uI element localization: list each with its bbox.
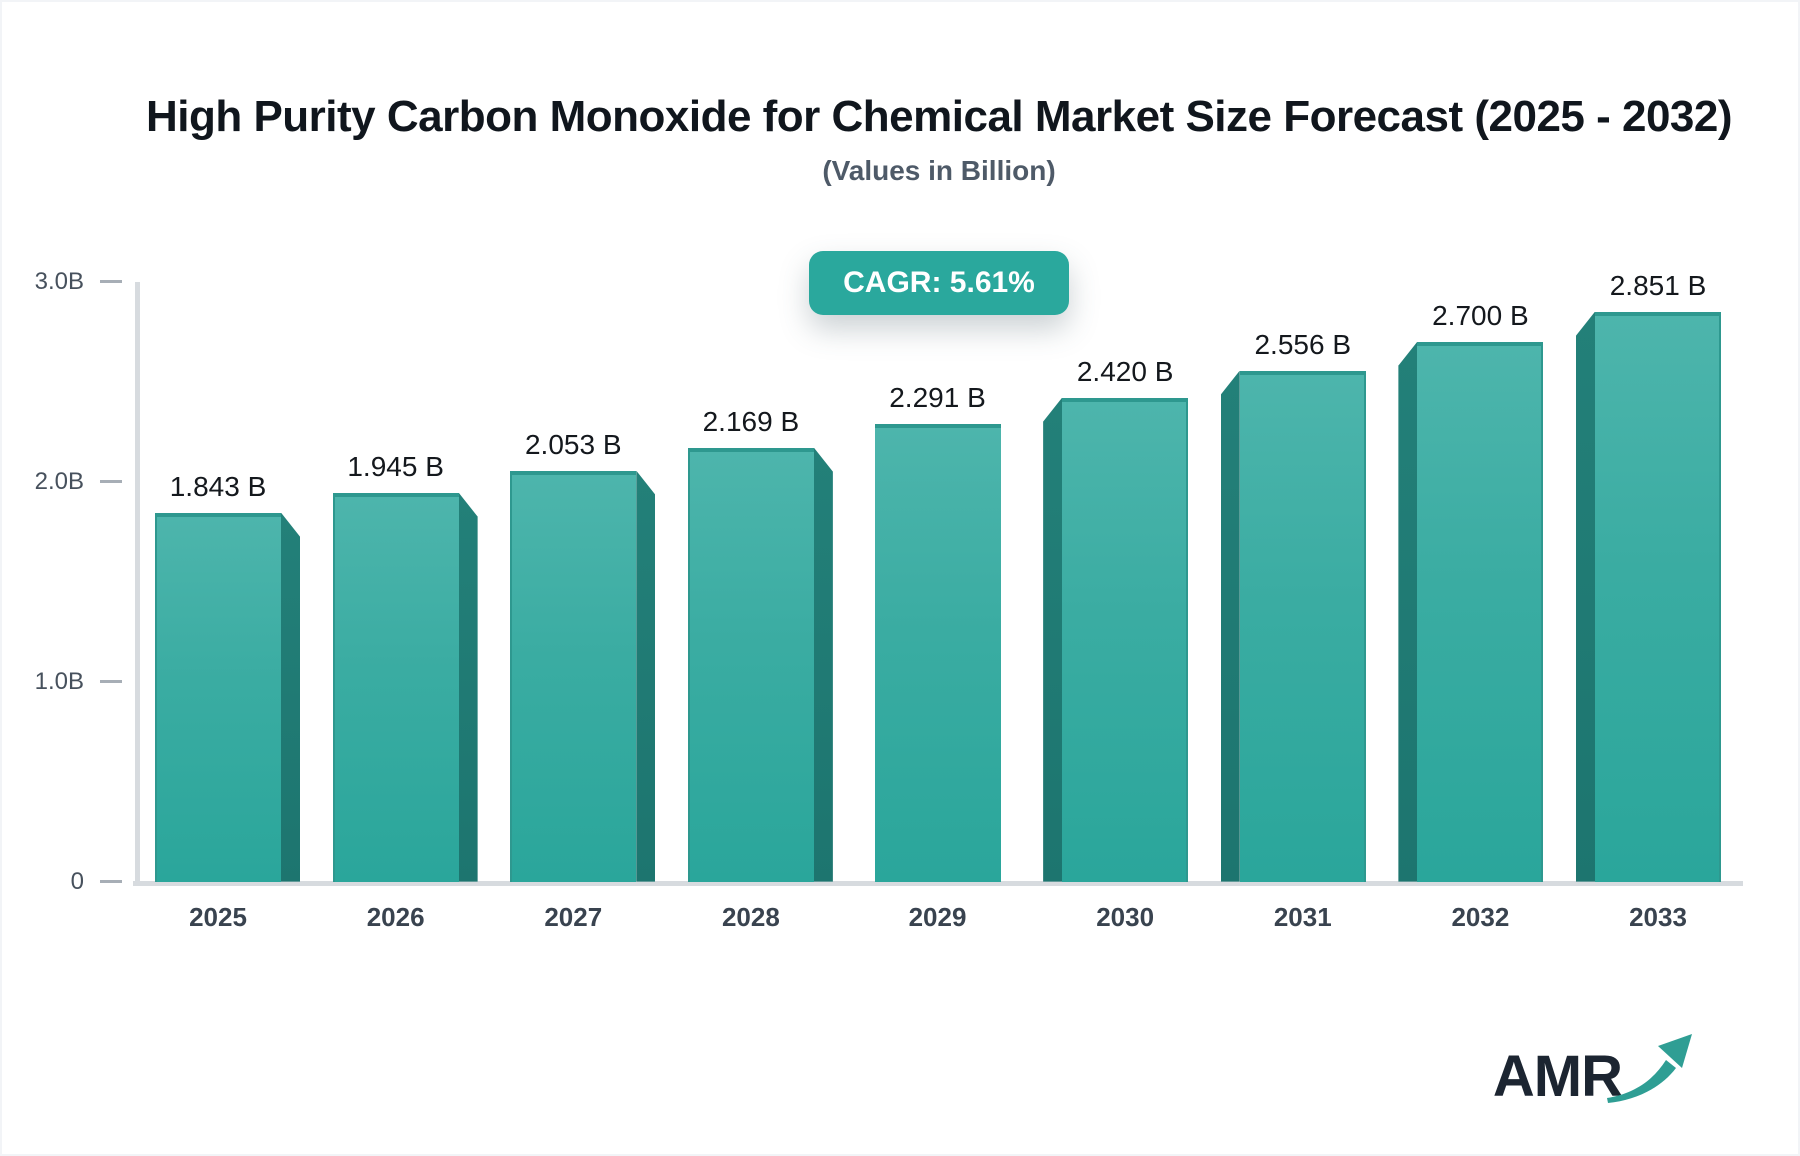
y-axis-line	[135, 281, 140, 884]
y-axis-tick-mark	[100, 880, 122, 884]
chart-subtitle: (Values in Billion)	[822, 154, 1056, 186]
bar-value-label: 2.556 B	[1254, 328, 1352, 360]
bar-group: 1.843 B 2025	[155, 471, 300, 932]
bar-3d-side	[813, 447, 833, 882]
bar-group: 1.945 B 2026	[332, 451, 478, 932]
bar	[687, 447, 814, 882]
y-axis-tick-mark	[100, 480, 122, 484]
x-axis-label: 2028	[721, 901, 780, 932]
bar-chart-plot: 3.0B 2.0B 1.0B 0 1.843 B 2025 1.945 B 2026 2.05…	[35, 269, 1743, 932]
bar-value-label: 1.945 B	[347, 450, 444, 482]
bar	[1062, 397, 1189, 882]
x-axis-label: 2029	[908, 901, 967, 932]
bars-container: 1.843 B 2025 1.945 B 2026 2.053 B 2027 2.169 B…	[140, 270, 1743, 932]
amr-logo-text: AMR	[1492, 1044, 1623, 1109]
x-axis-label: 2032	[1451, 901, 1510, 932]
x-axis-label: 2033	[1629, 901, 1687, 932]
x-axis-label: 2027	[544, 901, 603, 932]
bar	[332, 492, 459, 882]
bar-value-label: 1.843 B	[169, 470, 267, 502]
bar-3d-side	[1576, 311, 1595, 882]
cagr-badge-row: CAGR: 5.61%	[135, 250, 1743, 315]
x-axis-label: 2031	[1273, 901, 1332, 932]
bar-3d-side	[458, 492, 478, 882]
bar-group: 2.556 B 2031	[1220, 329, 1366, 932]
bar-group: 2.053 B 2027	[510, 429, 656, 932]
bar-group: 2.420 B 2030	[1043, 356, 1189, 932]
bar-3d-side	[281, 512, 300, 882]
bar-group: 2.700 B 2032	[1398, 300, 1544, 932]
bar-group: 2.851 B 2033	[1576, 270, 1721, 932]
bar-value-label: 2.291 B	[889, 381, 986, 413]
y-axis-tick-label: 1.0B	[34, 667, 84, 695]
x-axis-label: 2030	[1096, 901, 1155, 932]
x-axis-label: 2026	[366, 901, 425, 932]
growth-arrow-icon	[1607, 1034, 1692, 1103]
chart-header: High Purity Carbon Monoxide for Chemical…	[135, 2, 1743, 187]
bar	[1595, 311, 1721, 882]
bar-3d-side	[1043, 397, 1063, 882]
amr-logo: AMR	[1493, 1032, 1694, 1106]
y-axis-tick-mark	[100, 280, 122, 284]
y-axis-tick-label: 0	[70, 867, 84, 895]
bar	[155, 512, 281, 882]
bar	[875, 423, 1001, 882]
y-axis-tick-label: 3.0B	[34, 267, 84, 295]
x-axis-label: 2025	[189, 901, 247, 932]
bar-value-label: 2.851 B	[1609, 269, 1707, 301]
y-axis-tick-label: 2.0B	[34, 467, 84, 495]
bar	[510, 470, 637, 882]
bar-value-label: 2.169 B	[702, 405, 800, 437]
x-axis-line	[133, 880, 1743, 886]
chart-title: High Purity Carbon Monoxide for Chemical…	[145, 92, 1733, 141]
bar	[1417, 341, 1544, 882]
bar-value-label: 2.053 B	[524, 428, 622, 460]
bar-3d-side	[1398, 341, 1418, 882]
bar-value-label: 2.700 B	[1432, 299, 1529, 331]
cagr-badge: CAGR: 5.61%	[809, 250, 1069, 315]
bar	[1239, 370, 1366, 882]
bar-group: 2.291 B 2029	[866, 382, 1011, 932]
y-axis-tick-mark	[100, 680, 122, 684]
bar-3d-side	[636, 470, 656, 882]
bar-3d-side	[1220, 370, 1240, 882]
bar-value-label: 2.420 B	[1076, 355, 1174, 387]
bar-group: 2.169 B 2028	[687, 406, 833, 932]
